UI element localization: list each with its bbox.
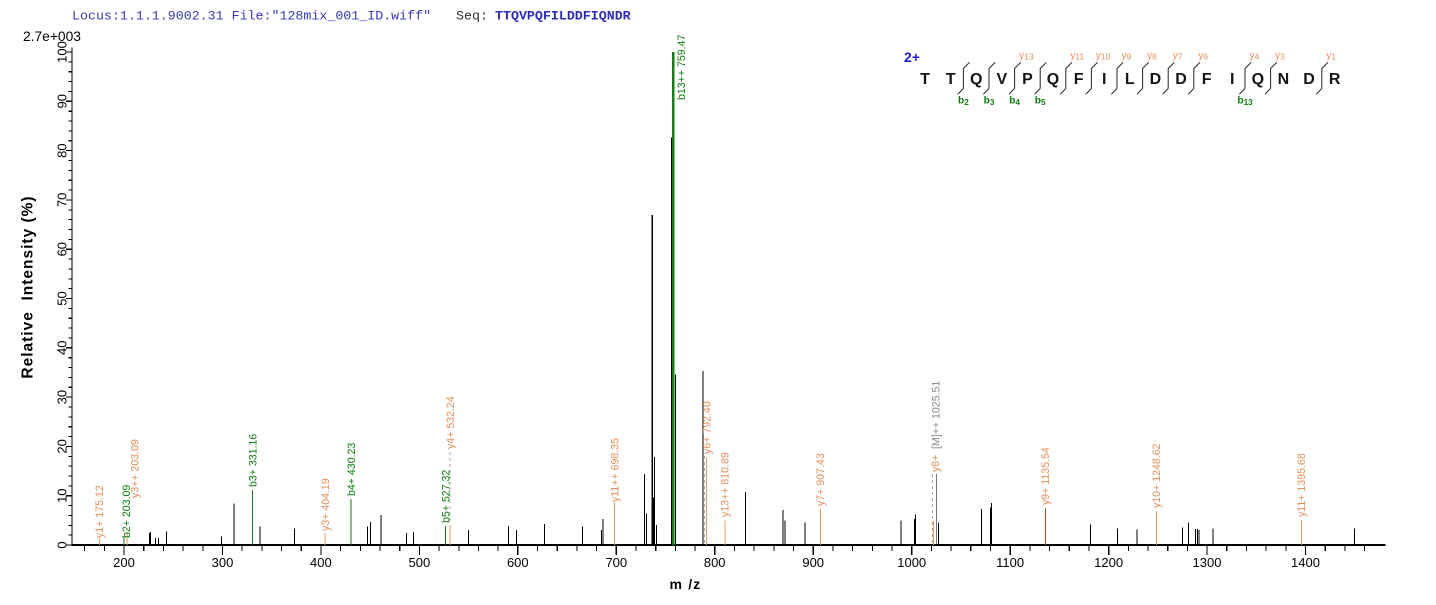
svg-text:90: 90 bbox=[55, 94, 70, 108]
svg-text:b3+ 331.16: b3+ 331.16 bbox=[247, 434, 259, 487]
svg-text:R: R bbox=[1329, 71, 1341, 88]
svg-text:N: N bbox=[1278, 71, 1290, 88]
svg-text:1200: 1200 bbox=[1094, 555, 1123, 570]
svg-text:b5+ 527.32: b5+ 527.32 bbox=[440, 470, 452, 523]
svg-text:1400: 1400 bbox=[1291, 555, 1320, 570]
svg-text:b4: b4 bbox=[1009, 96, 1020, 107]
svg-text:b5: b5 bbox=[1035, 96, 1046, 107]
svg-text:L: L bbox=[1125, 71, 1135, 88]
svg-text:P: P bbox=[1022, 71, 1033, 88]
svg-text:y3: y3 bbox=[1275, 51, 1285, 62]
svg-text:600: 600 bbox=[507, 555, 529, 570]
svg-text:80: 80 bbox=[55, 143, 70, 157]
svg-text:D: D bbox=[1150, 71, 1162, 88]
svg-text:F: F bbox=[1074, 71, 1084, 88]
svg-text:y13: y13 bbox=[1019, 51, 1034, 62]
svg-text:y8+: y8+ bbox=[930, 455, 942, 472]
svg-text:b2+ 203.09: b2+ 203.09 bbox=[121, 485, 133, 538]
svg-text:y1+ 175.12: y1+ 175.12 bbox=[94, 485, 106, 538]
svg-text:2+: 2+ bbox=[904, 49, 920, 65]
svg-text:40: 40 bbox=[55, 341, 70, 355]
svg-text:2.7e+003: 2.7e+003 bbox=[23, 29, 81, 44]
svg-text:30: 30 bbox=[55, 390, 70, 404]
svg-text:y8: y8 bbox=[1147, 51, 1157, 62]
svg-text:70: 70 bbox=[55, 193, 70, 207]
svg-text:900: 900 bbox=[802, 555, 824, 570]
svg-text:V: V bbox=[996, 71, 1007, 88]
svg-text:100: 100 bbox=[55, 41, 70, 63]
svg-text:200: 200 bbox=[113, 555, 135, 570]
svg-text:y1: y1 bbox=[1326, 51, 1336, 62]
svg-text:Q: Q bbox=[970, 71, 982, 88]
svg-text:10: 10 bbox=[55, 488, 70, 502]
svg-text:700: 700 bbox=[605, 555, 627, 570]
svg-text:T: T bbox=[946, 71, 956, 88]
svg-text:D: D bbox=[1175, 71, 1187, 88]
svg-text:Q: Q bbox=[1252, 71, 1264, 88]
svg-text:y7+ 907.43: y7+ 907.43 bbox=[815, 453, 827, 506]
svg-text:y9+ 1135.54: y9+ 1135.54 bbox=[1040, 447, 1052, 505]
svg-text:400: 400 bbox=[310, 555, 332, 570]
svg-text:300: 300 bbox=[212, 555, 234, 570]
svg-text:y11++ 698.35: y11++ 698.35 bbox=[609, 438, 621, 502]
svg-text:Q: Q bbox=[1047, 71, 1059, 88]
svg-text:b3: b3 bbox=[984, 96, 995, 107]
svg-text:y13++ 810.89: y13++ 810.89 bbox=[720, 452, 732, 517]
svg-text:y10: y10 bbox=[1096, 51, 1111, 62]
svg-text:I: I bbox=[1102, 71, 1106, 88]
svg-text:1300: 1300 bbox=[1193, 555, 1222, 570]
svg-text:y4+ 532.24: y4+ 532.24 bbox=[445, 396, 457, 449]
svg-text:b2: b2 bbox=[958, 96, 969, 107]
svg-text:T: T bbox=[920, 71, 930, 88]
svg-text:1000: 1000 bbox=[897, 555, 926, 570]
svg-text:y6: y6 bbox=[1198, 51, 1208, 62]
svg-text:y10+ 1248.62: y10+ 1248.62 bbox=[1151, 443, 1163, 508]
svg-text:y7: y7 bbox=[1173, 51, 1183, 62]
svg-text:y4: y4 bbox=[1250, 51, 1260, 62]
svg-text:Relative Intensity (%): Relative Intensity (%) bbox=[20, 195, 37, 378]
svg-text:y6+ 792.40: y6+ 792.40 bbox=[701, 401, 713, 454]
svg-text:F: F bbox=[1202, 71, 1212, 88]
svg-text:50: 50 bbox=[55, 291, 70, 305]
svg-text:20: 20 bbox=[55, 439, 70, 453]
svg-text:0: 0 bbox=[55, 541, 70, 548]
svg-text:y3++ 203.09: y3++ 203.09 bbox=[129, 439, 141, 498]
svg-text:500: 500 bbox=[409, 555, 431, 570]
svg-text:b13++ 759.47: b13++ 759.47 bbox=[676, 34, 688, 100]
svg-text:y11+ 1395.68: y11+ 1395.68 bbox=[1296, 453, 1308, 517]
svg-text:m /z: m /z bbox=[669, 576, 701, 592]
svg-text:60: 60 bbox=[55, 242, 70, 256]
svg-text:1100: 1100 bbox=[996, 555, 1024, 570]
svg-text:b4+ 430.23: b4+ 430.23 bbox=[346, 443, 358, 496]
svg-text:b13: b13 bbox=[1237, 96, 1253, 107]
svg-text:[M]++ 1025.51: [M]++ 1025.51 bbox=[931, 381, 943, 449]
svg-text:800: 800 bbox=[704, 555, 726, 570]
svg-text:Locus:1.1.1.9002.31 File:"128m: Locus:1.1.1.9002.31 File:"128mix_001_ID.… bbox=[72, 9, 431, 24]
svg-text:D: D bbox=[1303, 71, 1315, 88]
svg-text:y3+ 404.19: y3+ 404.19 bbox=[320, 478, 332, 531]
svg-text:TTQVPQFILDDFIQNDR: TTQVPQFILDDFIQNDR bbox=[495, 9, 631, 24]
svg-text:y9: y9 bbox=[1122, 51, 1132, 62]
svg-text:I: I bbox=[1230, 71, 1234, 88]
svg-text:Seq:: Seq: bbox=[456, 9, 488, 24]
svg-text:y11: y11 bbox=[1070, 51, 1084, 62]
